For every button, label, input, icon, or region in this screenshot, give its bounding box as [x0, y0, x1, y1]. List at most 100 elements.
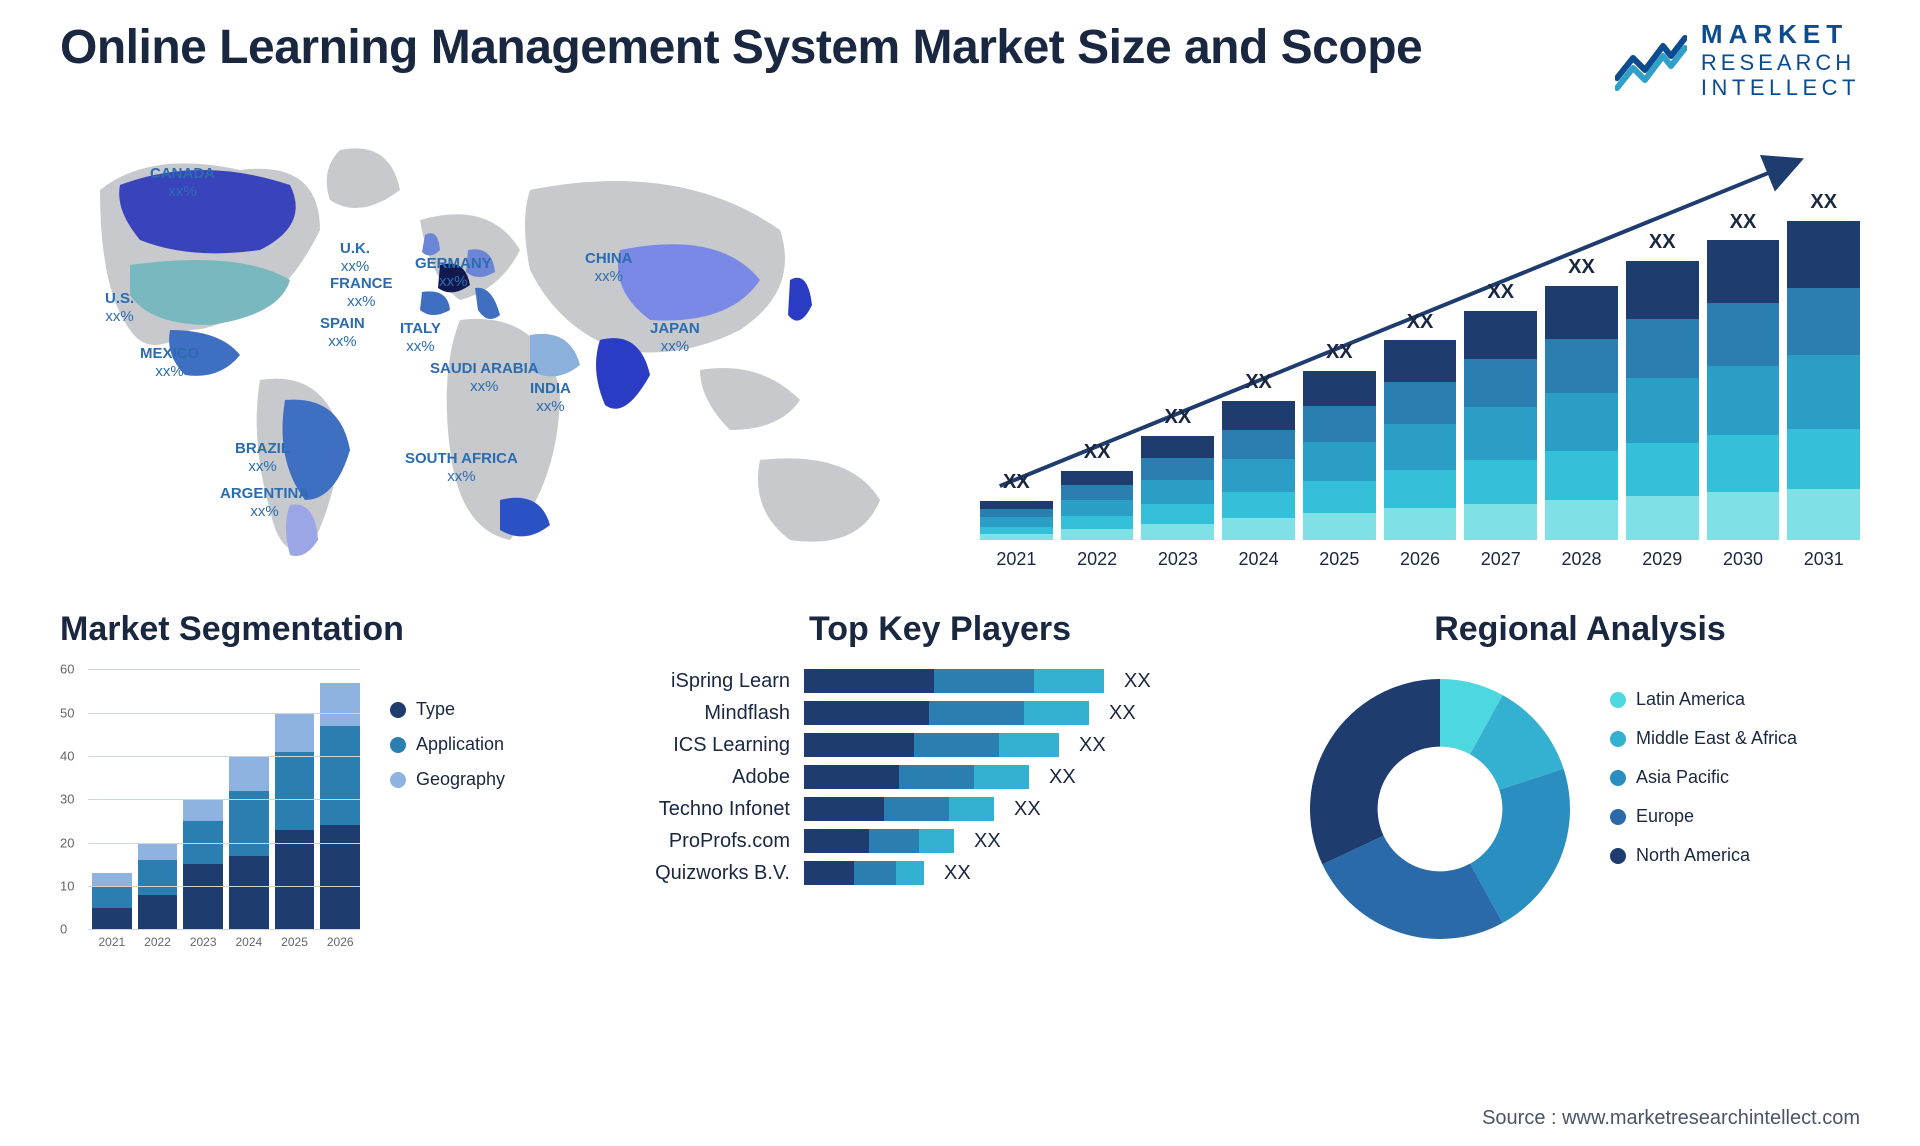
player-row: Adobe XX	[620, 765, 1260, 789]
player-row: Quizworks B.V.XX	[620, 861, 1260, 885]
forecast-xaxis-label: 2030	[1707, 549, 1780, 570]
forecast-bar-2023: XX	[1141, 436, 1214, 541]
player-row: iSpring LearnXX	[620, 669, 1260, 693]
map-label-brazil: BRAZILxx%	[235, 440, 290, 475]
forecast-bar-label: XX	[1003, 471, 1030, 494]
page-title: Online Learning Management System Market…	[60, 20, 1422, 75]
forecast-bar-2026: XX	[1384, 340, 1457, 540]
player-name: Quizworks B.V.	[620, 862, 790, 885]
segmentation-title: Market Segmentation	[60, 610, 580, 649]
player-name: Adobe	[620, 766, 790, 789]
forecast-xaxis-label: 2027	[1464, 549, 1537, 570]
player-value: XX	[1014, 798, 1041, 821]
seg-ytick: 60	[60, 662, 74, 677]
region-legend-item: Middle East & Africa	[1610, 728, 1797, 749]
player-row: ProProfs.comXX	[620, 829, 1260, 853]
player-row: Techno Infonet XX	[620, 797, 1260, 821]
seg-bar-2026	[320, 683, 360, 930]
map-label-canada: CANADAxx%	[150, 165, 215, 200]
player-name: Techno Infonet	[620, 798, 790, 821]
map-label-india: INDIAxx%	[530, 380, 571, 415]
map-label-argentina: ARGENTINAxx%	[220, 485, 309, 520]
seg-xaxis-label: 2024	[229, 935, 269, 949]
region-legend-item: North America	[1610, 845, 1797, 866]
forecast-bar-label: XX	[1810, 191, 1837, 214]
forecast-xaxis-label: 2024	[1222, 549, 1295, 570]
forecast-bar-label: XX	[1487, 281, 1514, 304]
seg-xaxis-label: 2023	[183, 935, 223, 949]
forecast-bar-label: XX	[1568, 256, 1595, 279]
logo-text-2: RESEARCH	[1701, 50, 1860, 75]
seg-ytick: 20	[60, 835, 74, 850]
seg-legend-item: Type	[390, 699, 505, 720]
donut-slice-north-america	[1310, 679, 1440, 864]
player-bar	[804, 733, 1059, 757]
forecast-xaxis-label: 2022	[1061, 549, 1134, 570]
map-label-germany: GERMANYxx%	[415, 255, 492, 290]
map-country-spain	[420, 292, 450, 316]
forecast-bar-2031: XX	[1787, 221, 1860, 541]
map-label-mexico: MEXICOxx%	[140, 345, 199, 380]
seg-ytick: 50	[60, 705, 74, 720]
forecast-bar-label: XX	[1730, 211, 1757, 234]
player-row: ICS Learning XX	[620, 733, 1260, 757]
world-map-panel: CANADAxx%U.S.xx%MEXICOxx%BRAZILxx%ARGENT…	[60, 130, 940, 570]
forecast-bar-label: XX	[1084, 441, 1111, 464]
map-label-saudi-arabia: SAUDI ARABIAxx%	[430, 360, 539, 395]
map-label-south-africa: SOUTH AFRICAxx%	[405, 450, 518, 485]
segmentation-chart: 202120222023202420252026 0102030405060	[60, 669, 360, 949]
key-players-title: Top Key Players	[620, 610, 1260, 649]
forecast-xaxis-label: 2029	[1626, 549, 1699, 570]
player-name: iSpring Learn	[620, 670, 790, 693]
player-bar	[804, 701, 1089, 725]
player-bar	[804, 669, 1104, 693]
seg-ytick: 40	[60, 749, 74, 764]
region-legend-item: Asia Pacific	[1610, 767, 1797, 788]
map-label-france: FRANCExx%	[330, 275, 393, 310]
forecast-bar-label: XX	[1649, 231, 1676, 254]
regional-donut-chart	[1300, 669, 1580, 949]
player-value: XX	[1079, 734, 1106, 757]
forecast-xaxis-label: 2021	[980, 549, 1053, 570]
forecast-xaxis-label: 2031	[1787, 549, 1860, 570]
source-label: Source : www.marketresearchintellect.com	[1482, 1107, 1860, 1130]
map-label-u-k-: U.K.xx%	[340, 240, 370, 275]
player-value: XX	[1109, 702, 1136, 725]
forecast-xaxis-label: 2025	[1303, 549, 1376, 570]
region-legend-item: Latin America	[1610, 689, 1797, 710]
player-name: Mindflash	[620, 702, 790, 725]
seg-xaxis-label: 2025	[275, 935, 315, 949]
forecast-bar-label: XX	[1326, 341, 1353, 364]
seg-bar-2025	[275, 713, 315, 930]
regional-legend: Latin America Middle East & Africa Asia Pa…	[1610, 669, 1797, 866]
map-label-japan: JAPANxx%	[650, 320, 700, 355]
forecast-bar-2028: XX	[1545, 286, 1618, 541]
forecast-xaxis-label: 2023	[1141, 549, 1214, 570]
forecast-bar-label: XX	[1245, 371, 1272, 394]
logo-text-1: MARKET	[1701, 20, 1860, 50]
map-country-japan	[788, 278, 812, 321]
seg-xaxis-label: 2026	[320, 935, 360, 949]
seg-legend-item: Application	[390, 734, 505, 755]
forecast-bar-2022: XX	[1061, 471, 1134, 541]
map-country-italy	[475, 288, 500, 319]
seg-bar-2023	[183, 800, 223, 930]
key-players-panel: Top Key Players iSpring LearnXXMindflash…	[620, 610, 1260, 893]
forecast-bar-2027: XX	[1464, 311, 1537, 541]
player-name: ICS Learning	[620, 734, 790, 757]
forecast-bar-2024: XX	[1222, 401, 1295, 541]
player-bar	[804, 861, 924, 885]
brand-logo: MARKET RESEARCH INTELLECT	[1615, 20, 1860, 100]
player-value: XX	[1049, 766, 1076, 789]
player-bar	[804, 829, 954, 853]
segmentation-legend: Type Application Geography	[390, 669, 505, 949]
forecast-bar-2029: XX	[1626, 261, 1699, 541]
regional-panel: Latin America Middle East & Africa Asia Pa…	[1300, 669, 1860, 949]
forecast-bar-2021: XX	[980, 501, 1053, 541]
map-country-south-africa	[500, 498, 550, 537]
seg-ytick: 30	[60, 792, 74, 807]
logo-mark-icon	[1615, 28, 1687, 92]
forecast-bar-label: XX	[1164, 406, 1191, 429]
forecast-xaxis-label: 2028	[1545, 549, 1618, 570]
seg-legend-item: Geography	[390, 769, 505, 790]
